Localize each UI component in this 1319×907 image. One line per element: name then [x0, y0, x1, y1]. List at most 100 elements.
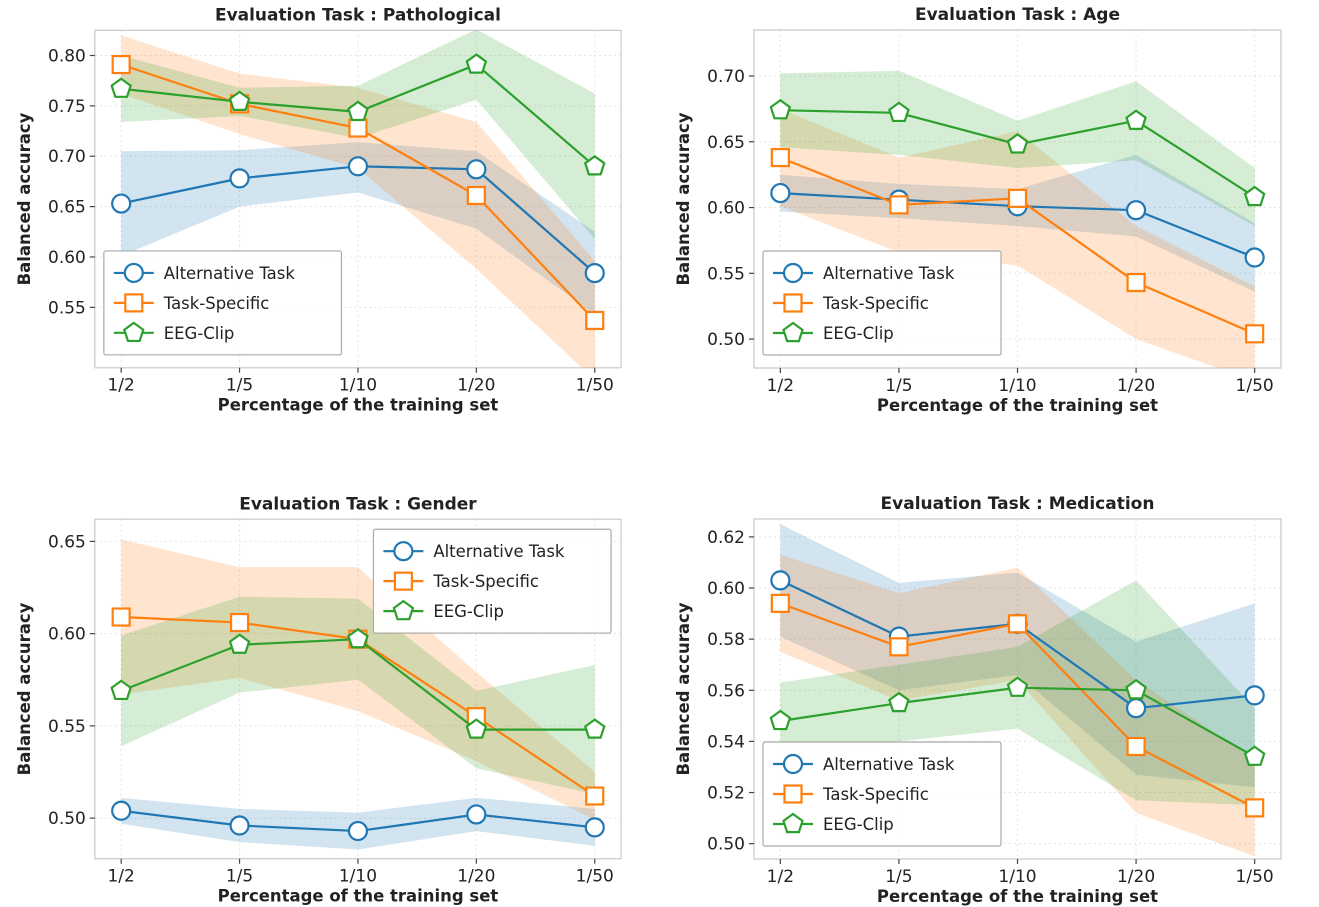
series-2	[769, 676, 1266, 766]
circle-marker	[584, 817, 605, 838]
square-marker	[770, 593, 790, 613]
x-axis-label: Percentage of the training set	[218, 396, 499, 415]
x-tick-label: 1/10	[998, 867, 1036, 887]
pentagon-marker	[1006, 676, 1029, 697]
x-tick-label: 1/5	[885, 376, 912, 396]
pentagon-marker	[888, 101, 910, 123]
pentagon-legend-marker	[782, 321, 804, 343]
square-marker	[1126, 272, 1146, 293]
chart-title: Evaluation Task : Pathological	[215, 5, 501, 25]
x-tick-label: 1/2	[767, 376, 794, 396]
y-tick-label: 0.60	[707, 579, 745, 599]
x-axis: 1/2 1/5 1/10 1/20 1/50 Percentage of the trai…	[767, 368, 1274, 415]
square-legend-marker	[393, 571, 413, 591]
pentagon-marker	[110, 77, 132, 98]
x-axis-label: Percentage of the training set	[877, 887, 1158, 906]
legend-label: Task-Specific	[822, 294, 929, 313]
x-axis-label: Percentage of the training set	[218, 887, 499, 906]
y-tick-label: 0.70	[707, 67, 745, 87]
square-marker	[466, 185, 486, 206]
x-tick-label: 1/10	[339, 867, 377, 887]
y-tick-label: 0.80	[48, 46, 86, 66]
chart-age: 1/2 1/5 1/10 1/20 1/50 Percentage of the trai…	[659, 0, 1319, 453]
legend-label: EEG-Clip	[823, 324, 894, 343]
x-tick-label: 1/5	[226, 376, 253, 396]
chart-gender: 1/2 1/5 1/10 1/20 1/50 Percentage of the trai…	[0, 453, 659, 907]
pentagon-marker	[1006, 133, 1029, 154]
chart-title: Evaluation Task : Age	[915, 5, 1120, 25]
circle-marker	[466, 159, 487, 180]
y-tick-label: 0.50	[707, 330, 745, 350]
band-series-1	[121, 539, 595, 820]
circle-marker	[111, 193, 132, 214]
x-tick-label: 1/20	[457, 867, 495, 887]
plot-area	[94, 518, 622, 860]
legend-label: Task-Specific	[822, 785, 929, 804]
circle-legend-marker	[393, 541, 414, 562]
y-axis-label: Balanced accuracy	[674, 602, 693, 775]
chart-title: Evaluation Task : Gender	[239, 494, 477, 514]
band-series-1	[121, 35, 595, 368]
legend-label: Alternative Task	[164, 264, 296, 283]
pentagon-marker	[1243, 745, 1266, 766]
series-2	[110, 627, 606, 739]
x-tick-label: 1/50	[576, 376, 614, 396]
y-tick-label: 0.50	[707, 835, 745, 855]
x-tick-label: 1/10	[998, 376, 1036, 396]
y-axis: 0.55 0.60 0.65 0.70 0.75 0.80 Balanced accurac…	[15, 46, 95, 318]
circle-legend-marker	[123, 262, 144, 284]
pentagon-marker	[465, 53, 488, 74]
square-marker	[889, 637, 909, 657]
legend-label: Task-Specific	[163, 294, 270, 313]
pentagon-marker	[583, 154, 606, 176]
y-tick-label: 0.75	[48, 97, 86, 117]
circle-marker	[770, 570, 791, 591]
square-marker	[1245, 324, 1265, 344]
circle-marker	[347, 156, 369, 177]
pentagon-marker	[1243, 185, 1266, 207]
circle-marker	[111, 800, 132, 821]
y-axis: 0.50 0.55 0.60 0.65 0.70 Balanced accuracy	[674, 67, 754, 350]
x-axis: 1/2 1/5 1/10 1/20 1/50 Percentage of the trai…	[767, 859, 1274, 906]
y-tick-label: 0.50	[48, 809, 86, 829]
y-axis-label: Balanced accuracy	[15, 602, 34, 775]
x-tick-label: 1/2	[108, 867, 135, 887]
y-tick-label: 0.60	[48, 625, 86, 645]
x-tick-label: 1/20	[1117, 867, 1155, 887]
y-tick-label: 0.55	[48, 717, 86, 737]
square-legend-marker	[783, 784, 803, 804]
series-0	[111, 800, 605, 842]
legend-label: EEG-Clip	[433, 602, 504, 621]
legend-label: Alternative Task	[433, 542, 565, 561]
y-tick-label: 0.65	[707, 133, 745, 153]
square-marker	[1007, 614, 1028, 634]
pentagon-legend-marker	[782, 812, 804, 834]
circle-marker	[1125, 200, 1147, 221]
x-tick-label: 1/50	[1236, 376, 1274, 396]
legend: Alternative Task Task-Specific EEG-Clip	[372, 528, 612, 634]
pentagon-marker	[228, 90, 251, 112]
square-marker	[1126, 736, 1146, 757]
pentagon-marker	[347, 627, 369, 649]
series-2	[110, 53, 606, 176]
y-axis: 0.50 0.55 0.60 0.65 Balanced accuracy	[15, 532, 95, 829]
y-tick-label: 0.65	[48, 532, 86, 552]
chart-medication-canvas: 1/2 1/5 1/10 1/20 1/50 Percentage of the trai…	[674, 494, 1282, 906]
circle-marker	[466, 804, 487, 825]
square-marker	[889, 195, 909, 215]
x-axis-label: Percentage of the training set	[877, 396, 1158, 415]
x-tick-label: 1/20	[457, 376, 495, 396]
x-tick-label: 1/5	[885, 867, 912, 887]
x-tick-label: 1/50	[576, 867, 614, 887]
y-tick-label: 0.55	[707, 264, 745, 284]
chart-title: Evaluation Task : Medication	[881, 494, 1155, 514]
series-2	[769, 98, 1266, 207]
legend-label: Alternative Task	[823, 755, 955, 774]
x-tick-label: 1/10	[339, 376, 377, 396]
square-legend-marker	[124, 293, 144, 313]
band-series-0	[780, 524, 1255, 788]
y-tick-label: 0.70	[48, 147, 86, 167]
square-marker	[770, 147, 790, 168]
circle-marker	[1244, 247, 1265, 268]
y-tick-label: 0.62	[707, 528, 745, 548]
